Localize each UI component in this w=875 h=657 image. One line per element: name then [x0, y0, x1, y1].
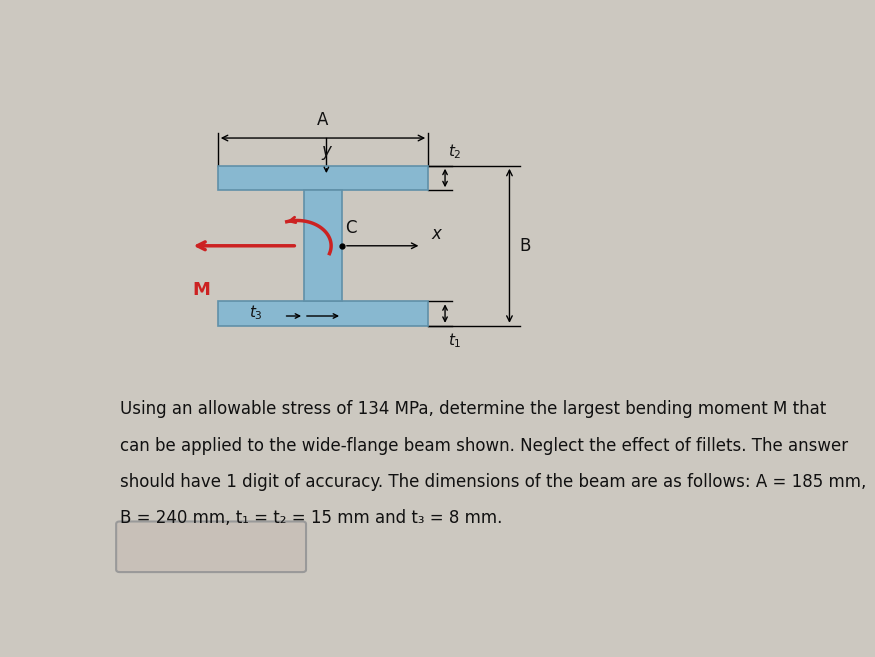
Text: C: C [346, 219, 357, 237]
Bar [218, 302, 428, 326]
Text: x: x [431, 225, 441, 243]
Text: B: B [520, 237, 531, 255]
Text: $t_1$: $t_1$ [449, 332, 462, 350]
Text: $t_2$: $t_2$ [449, 142, 462, 161]
Text: M: M [192, 281, 210, 299]
Bar [304, 190, 342, 302]
Bar [218, 166, 428, 190]
Text: can be applied to the wide-flange beam shown. Neglect the effect of fillets. The: can be applied to the wide-flange beam s… [120, 436, 848, 455]
Text: Using an allowable stress of 134 MPa, determine the largest bending moment M tha: Using an allowable stress of 134 MPa, de… [120, 400, 826, 418]
Text: y: y [321, 142, 332, 160]
Text: should have 1 digit of accuracy. The dimensions of the beam are as follows: A = : should have 1 digit of accuracy. The dim… [120, 473, 866, 491]
Text: A: A [318, 111, 329, 129]
FancyBboxPatch shape [116, 522, 306, 572]
Text: B = 240 mm, t₁ = t₂ = 15 mm and t₃ = 8 mm.: B = 240 mm, t₁ = t₂ = 15 mm and t₃ = 8 m… [120, 509, 502, 528]
Text: $t_3$: $t_3$ [249, 304, 263, 323]
